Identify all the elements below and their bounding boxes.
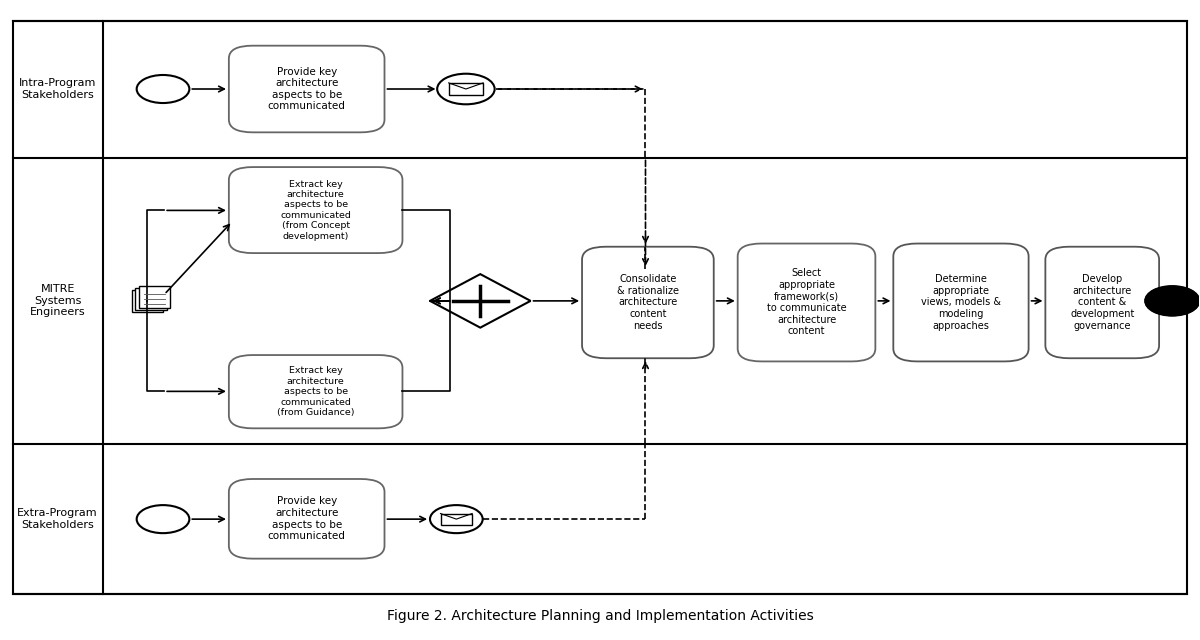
Text: Provide key
architecture
aspects to be
communicated: Provide key architecture aspects to be c… — [268, 497, 346, 541]
FancyBboxPatch shape — [229, 167, 402, 253]
Text: Consolidate
& rationalize
architecture
content
needs: Consolidate & rationalize architecture c… — [617, 275, 679, 331]
Circle shape — [1157, 292, 1188, 309]
Circle shape — [1146, 287, 1199, 315]
Circle shape — [137, 505, 190, 533]
FancyBboxPatch shape — [449, 83, 484, 95]
Text: Select
appropriate
framework(s)
to communicate
architecture
content: Select appropriate framework(s) to commu… — [767, 268, 846, 337]
Text: Provide key
architecture
aspects to be
communicated: Provide key architecture aspects to be c… — [268, 67, 346, 111]
FancyBboxPatch shape — [139, 286, 170, 308]
FancyBboxPatch shape — [229, 355, 402, 428]
FancyBboxPatch shape — [1045, 246, 1159, 358]
Text: Extra-Program
Stakeholders: Extra-Program Stakeholders — [17, 508, 98, 530]
Text: Extract key
architecture
aspects to be
communicated
(from Concept
development): Extract key architecture aspects to be c… — [281, 180, 352, 241]
FancyBboxPatch shape — [582, 246, 714, 358]
Text: Figure 2. Architecture Planning and Implementation Activities: Figure 2. Architecture Planning and Impl… — [386, 609, 814, 623]
Polygon shape — [430, 274, 530, 328]
Circle shape — [137, 75, 190, 103]
FancyBboxPatch shape — [13, 20, 1187, 594]
FancyBboxPatch shape — [136, 288, 167, 310]
FancyBboxPatch shape — [229, 45, 384, 132]
Circle shape — [430, 505, 482, 533]
Text: Develop
architecture
content &
development
governance: Develop architecture content & developme… — [1070, 275, 1134, 331]
Text: MITRE
Systems
Engineers: MITRE Systems Engineers — [30, 284, 85, 317]
Text: Extract key
architecture
aspects to be
communicated
(from Guidance): Extract key architecture aspects to be c… — [277, 366, 354, 417]
Text: Determine
appropriate
views, models &
modeling
approaches: Determine appropriate views, models & mo… — [920, 275, 1001, 331]
FancyBboxPatch shape — [738, 244, 875, 362]
FancyBboxPatch shape — [229, 479, 384, 559]
FancyBboxPatch shape — [440, 513, 472, 525]
Circle shape — [1151, 289, 1194, 312]
FancyBboxPatch shape — [132, 290, 163, 312]
Circle shape — [437, 74, 494, 104]
Circle shape — [1146, 287, 1199, 315]
FancyBboxPatch shape — [893, 244, 1028, 362]
Text: Intra-Program
Stakeholders: Intra-Program Stakeholders — [19, 78, 96, 100]
